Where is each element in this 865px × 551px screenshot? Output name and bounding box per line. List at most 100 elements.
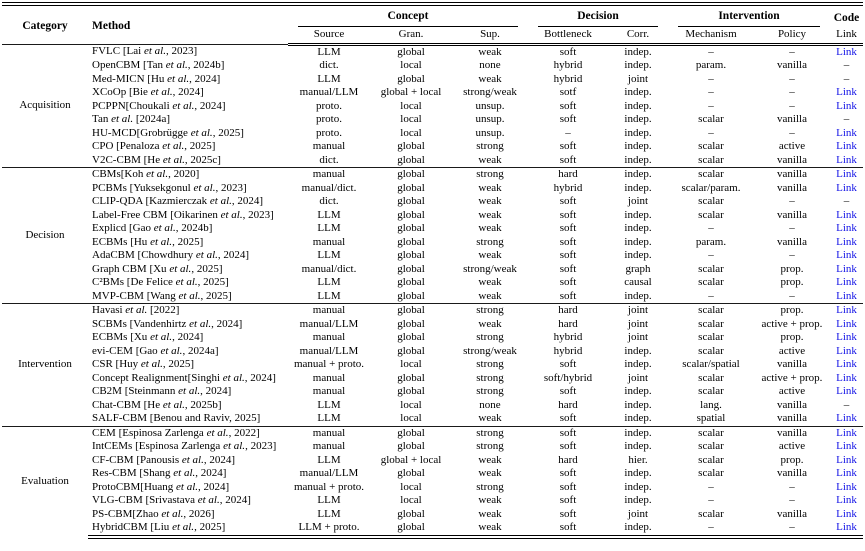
- policy-cell: vanilla: [777, 235, 807, 248]
- corr-cell: joint: [627, 331, 649, 343]
- code-cell: Link: [830, 127, 863, 141]
- corr-cell: indep.: [624, 235, 652, 248]
- bottleneck-cell: soft: [559, 208, 577, 221]
- code-cell: Link: [830, 440, 863, 454]
- method-cell: CPO [Penaloza et al., 2025]: [92, 140, 216, 152]
- code-link[interactable]: Link: [836, 249, 857, 261]
- corr-cell: indep.: [624, 494, 652, 506]
- bottleneck-cell: soft: [559, 140, 577, 152]
- code-link[interactable]: Link: [836, 467, 857, 479]
- code-link[interactable]: Link: [836, 426, 857, 439]
- code-link[interactable]: Link: [836, 494, 857, 506]
- code-link[interactable]: Link: [836, 99, 857, 112]
- mechanism-cell: –: [668, 521, 754, 539]
- code-cell: Link: [830, 43, 863, 59]
- policy-cell: vanilla: [777, 507, 807, 520]
- method-cell: ECBMs [Xu et al., 2024]: [92, 331, 204, 343]
- code-link[interactable]: Link: [836, 507, 857, 520]
- code-link[interactable]: Link: [836, 153, 857, 166]
- code-link[interactable]: Link: [836, 126, 857, 139]
- col-group-decision: Decision: [528, 2, 668, 27]
- method-cell: CB2M [Steinmann et al., 2024]: [92, 385, 232, 397]
- code-link[interactable]: Link: [836, 222, 857, 234]
- gran-cell: global + local: [380, 86, 442, 98]
- code-link[interactable]: Link: [836, 331, 857, 343]
- code-link[interactable]: Link: [836, 440, 857, 452]
- code-link[interactable]: Link: [836, 235, 857, 248]
- source-cell: LLM: [317, 72, 341, 85]
- bottleneck-cell: hard: [528, 303, 608, 318]
- code-link[interactable]: Link: [836, 289, 857, 302]
- code-link[interactable]: Link: [836, 276, 857, 288]
- col-group-intervention-label: Intervention: [678, 9, 820, 27]
- table-row: Intervention Havasi et al. [2022] manual gl…: [2, 303, 863, 426]
- sup-cell: unsup.: [475, 126, 505, 139]
- bottleneck-cell: soft: [559, 276, 577, 288]
- policy-cell: vanilla: [777, 467, 807, 479]
- code-link[interactable]: Link: [836, 317, 857, 330]
- code-cell: Link: [830, 345, 863, 359]
- col-group-code: Code: [830, 2, 863, 27]
- code-link[interactable]: Link: [836, 412, 857, 424]
- policy-cell: active + prop.: [761, 317, 823, 330]
- table-row: CB2M [Steinmann et al., 2024] manual globa…: [2, 385, 863, 399]
- mechanism-cell: scalar: [668, 303, 754, 318]
- gran-cell: global: [397, 235, 425, 248]
- bottleneck-cell: soft: [559, 289, 577, 302]
- code-link[interactable]: Link: [836, 45, 857, 58]
- bottleneck-cell: sotf: [559, 86, 577, 98]
- source-cell: manual: [312, 140, 346, 152]
- corr-cell: indep.: [608, 425, 668, 440]
- code-link[interactable]: Link: [836, 480, 857, 493]
- code-link[interactable]: Link: [836, 86, 857, 98]
- sup-cell: weak: [452, 43, 528, 59]
- table-row: evi-CEM [Gao et al., 2024a] manual/LLM glo…: [2, 345, 863, 359]
- code-link[interactable]: Link: [836, 140, 857, 152]
- code-link[interactable]: Link: [836, 181, 857, 194]
- method-cell: Med-MICN [Hu et al., 2024]: [92, 72, 221, 85]
- code-link[interactable]: Link: [836, 344, 857, 357]
- code-link[interactable]: Link: [836, 371, 857, 384]
- mechanism-cell: scalar: [698, 276, 724, 288]
- sup-cell: weak: [478, 153, 502, 166]
- gran-cell: global: [370, 303, 452, 318]
- mechanism-cell: scalar: [698, 208, 724, 221]
- policy-cell: –: [789, 222, 795, 234]
- sup-cell: strong: [476, 371, 504, 384]
- mechanism-cell: scalar: [698, 113, 724, 125]
- col-group-concept: Concept: [288, 2, 528, 27]
- table-row: IntCEMs [Espinosa Zarlenga et al., 2023]…: [2, 440, 863, 454]
- source-cell: manual: [312, 385, 346, 397]
- code-link[interactable]: Link: [836, 385, 857, 397]
- mechanism-cell: lang.: [700, 398, 722, 411]
- bottleneck-cell: hybrid: [553, 181, 583, 194]
- mechanism-cell: scalar/spatial: [682, 358, 740, 370]
- code-link[interactable]: Link: [836, 262, 857, 275]
- method-cell: Explicd [Gao et al., 2024b]: [92, 222, 213, 234]
- code-cell: –: [843, 59, 850, 71]
- corr-cell: joint: [627, 195, 649, 207]
- source-cell: manual/dict.: [301, 262, 357, 275]
- method-cell: HU-MCD[Grobrügge et al., 2025]: [92, 126, 244, 139]
- bottleneck-cell: soft: [559, 507, 577, 520]
- code-link[interactable]: Link: [836, 521, 857, 533]
- source-cell: LLM: [317, 398, 341, 411]
- code-link[interactable]: Link: [836, 358, 857, 370]
- code-link[interactable]: Link: [836, 453, 857, 466]
- policy-cell: vanilla: [777, 153, 807, 166]
- corr-cell: joint: [627, 72, 649, 85]
- gran-cell: global: [370, 521, 452, 539]
- source-cell: manual/LLM: [299, 317, 359, 330]
- sup-cell: strong: [476, 358, 504, 370]
- code-link[interactable]: Link: [836, 168, 857, 180]
- source-cell: LLM: [288, 43, 370, 59]
- sup-cell: weak: [478, 453, 502, 466]
- sup-cell: strong: [476, 440, 504, 452]
- code-link[interactable]: Link: [836, 304, 857, 316]
- table-row: Graph CBM [Xu et al., 2025] manual/dict. g…: [2, 263, 863, 277]
- source-cell: manual + proto.: [293, 358, 365, 370]
- source-cell: LLM: [317, 412, 341, 424]
- code-cell: Link: [830, 521, 863, 539]
- code-link[interactable]: Link: [836, 208, 857, 221]
- table-row: OpenCBM [Tan et al., 2024b] dict. local non…: [2, 59, 863, 73]
